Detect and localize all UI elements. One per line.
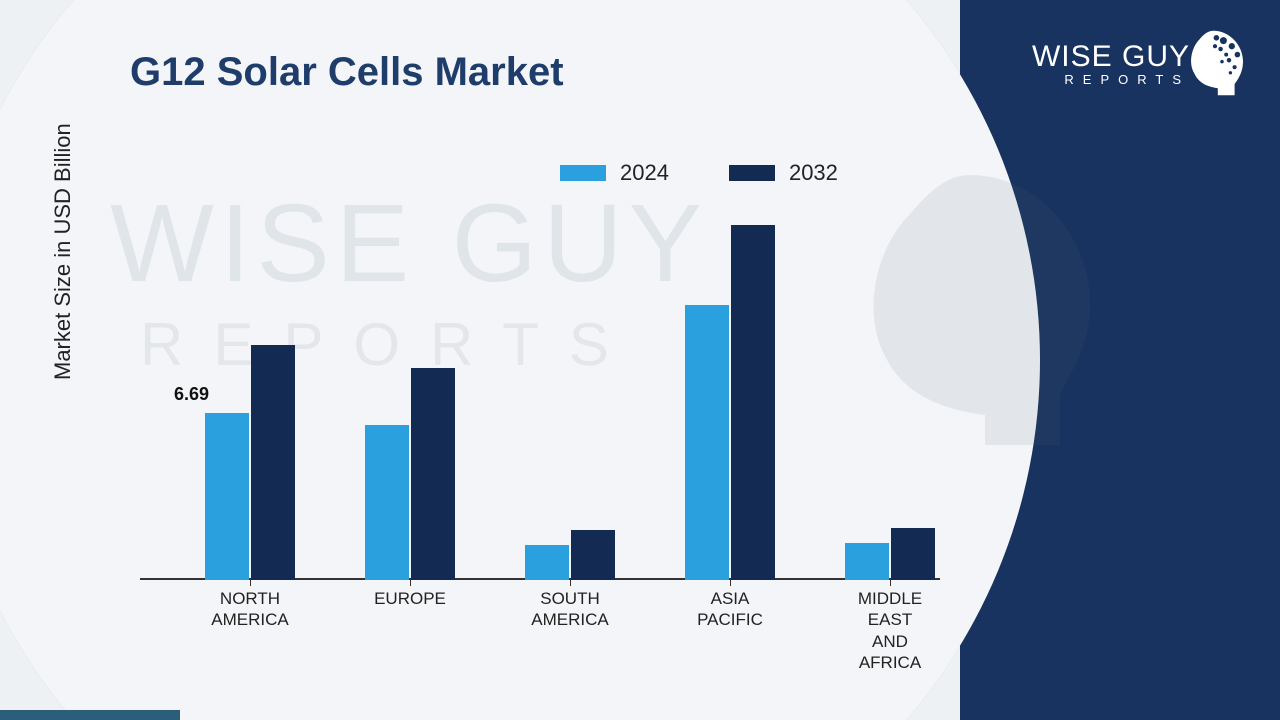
bar-group: SOUTHAMERICA	[510, 530, 630, 580]
bar	[571, 530, 615, 580]
x-axis-tick	[410, 580, 411, 586]
bar	[411, 368, 455, 581]
x-axis-tick	[730, 580, 731, 586]
logo-head-icon	[1180, 28, 1250, 98]
bar	[525, 545, 569, 580]
bar	[251, 345, 295, 580]
x-axis-tick	[570, 580, 571, 586]
brand-logo: WISE GUY REPORTS	[990, 28, 1250, 98]
bar-group: EUROPE	[350, 368, 470, 581]
bar-group: NORTHAMERICA	[190, 345, 310, 580]
bar-value-label: 6.69	[174, 384, 209, 405]
bar-group: MIDDLEEASTANDAFRICA	[830, 528, 950, 581]
x-axis-category-label: MIDDLEEASTANDAFRICA	[820, 588, 960, 673]
bar	[891, 528, 935, 581]
page-root: G12 Solar Cells Market WISE GUY REPORTS …	[0, 0, 1280, 720]
chart-title: G12 Solar Cells Market	[130, 50, 564, 95]
y-axis-label: Market Size in USD Billion	[50, 123, 76, 380]
x-axis-category-label: NORTHAMERICA	[180, 588, 320, 631]
x-axis-tick	[890, 580, 891, 586]
logo-sub-text: REPORTS	[1032, 72, 1190, 87]
bar	[731, 225, 775, 580]
logo-main-text: WISE GUY	[1032, 40, 1190, 74]
bar	[685, 305, 729, 580]
bar-chart: Market Size in USD Billion NORTHAMERICAE…	[60, 150, 960, 620]
bar	[205, 413, 249, 580]
bar	[365, 425, 409, 580]
x-axis-category-label: ASIAPACIFIC	[660, 588, 800, 631]
x-axis-category-label: SOUTHAMERICA	[500, 588, 640, 631]
x-axis-tick	[250, 580, 251, 586]
bottom-accent-bar	[0, 710, 180, 720]
x-axis-category-label: EUROPE	[340, 588, 480, 609]
bar	[845, 543, 889, 581]
plot-area: NORTHAMERICA EUROPE SOUTHAMERICA ASIAPACIFI…	[140, 180, 940, 580]
bar-group: ASIAPACIFIC	[670, 225, 790, 580]
